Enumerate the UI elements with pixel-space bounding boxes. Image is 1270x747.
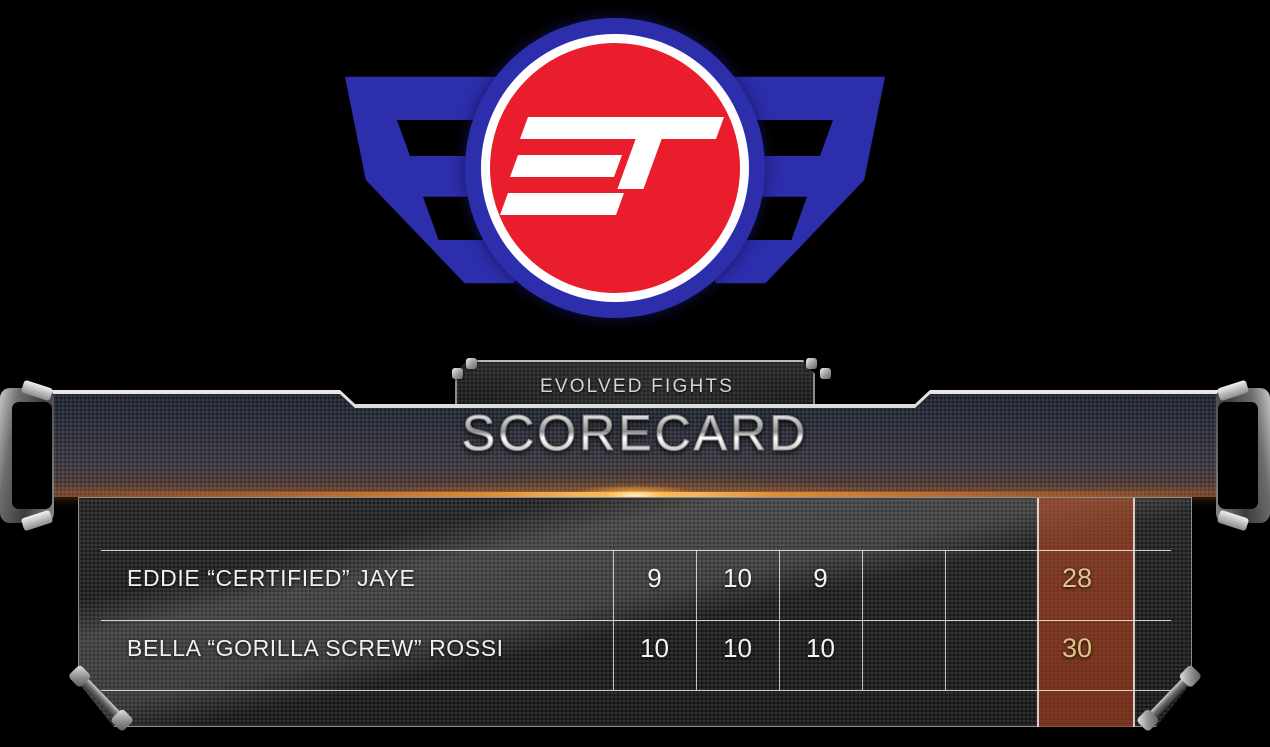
logo-disc-outer (465, 18, 765, 318)
frame-clamp-left (0, 379, 54, 532)
evolved-fights-logo (345, 8, 885, 328)
scorecard-table: EDDIE “CERTIFIED” JAYE 9 10 9 28 BELLA “… (79, 498, 1192, 727)
scorecard-panel: EVOLVED FIGHTS SCORECARD (0, 340, 1270, 747)
round-score: 10 (806, 632, 835, 663)
logo-monogram-ef-icon (499, 113, 725, 223)
title-banner: SCORECARD (30, 390, 1240, 497)
table-divider-2 (696, 550, 697, 690)
table-divider-4 (862, 550, 863, 690)
table-rule-top (101, 550, 1171, 551)
fighter-name: EDDIE “CERTIFIED” JAYE (127, 564, 416, 591)
table-rule-bottom (101, 690, 1171, 691)
scorecard-board: EDDIE “CERTIFIED” JAYE 9 10 9 28 BELLA “… (78, 497, 1192, 727)
round-score: 10 (723, 632, 752, 663)
total-column-highlight (1037, 498, 1135, 727)
logo-area (0, 0, 1270, 340)
round-score: 10 (723, 562, 752, 593)
frame-clamp-right (1216, 379, 1270, 532)
round-score: 9 (813, 562, 828, 593)
tab-bead-right-upper (806, 358, 817, 369)
round-score: 10 (640, 632, 669, 663)
table-rule-middle (101, 620, 1171, 621)
page-title: SCORECARD (30, 404, 1240, 462)
total-score: 28 (1061, 562, 1093, 593)
table-divider-1 (613, 550, 614, 690)
fighter-name: BELLA “GORILLA SCREW” ROSSI (127, 634, 504, 661)
table-row: EDDIE “CERTIFIED” JAYE 9 10 9 28 (79, 556, 1192, 600)
table-divider-3 (779, 550, 780, 690)
round-score: 9 (647, 562, 662, 593)
tab-bead-right-lower (820, 368, 831, 379)
total-score: 30 (1061, 632, 1093, 663)
tab-bead-left-upper (466, 358, 477, 369)
table-row: BELLA “GORILLA SCREW” ROSSI 10 10 10 30 (79, 626, 1192, 670)
promotion-tab: EVOLVED FIGHTS (455, 360, 815, 410)
tab-bead-left-lower (452, 368, 463, 379)
table-divider-5 (945, 550, 946, 690)
